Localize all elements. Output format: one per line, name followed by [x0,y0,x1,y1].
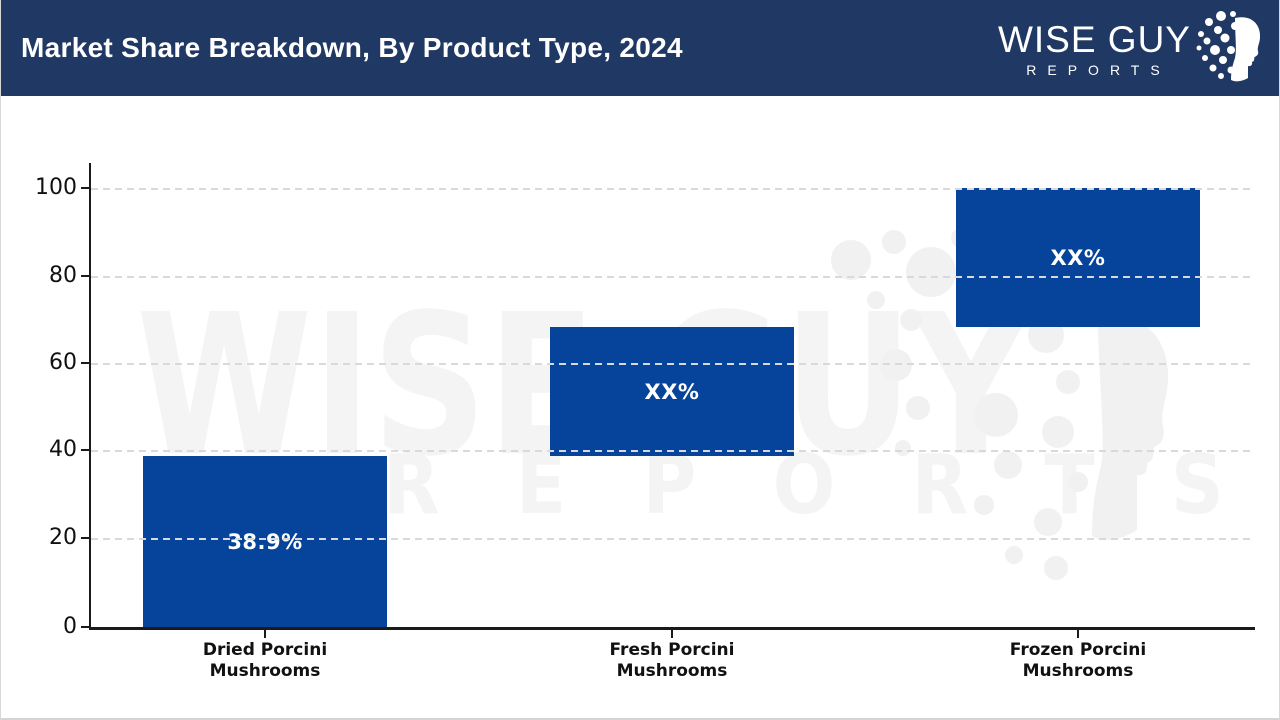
gridline-80 [91,276,1255,278]
x-axis-line [89,627,1255,630]
gridline-20 [91,538,1255,540]
y-tick-60 [81,362,89,364]
x-category-label-frozen-line1: Frozen Porcini [1009,640,1147,660]
gridline-60 [91,363,1255,365]
x-category-label-frozen: Frozen Porcini Mushrooms [928,640,1228,682]
y-tick-label-80: 80 [49,263,77,288]
header-bar: Market Share Breakdown, By Product Type,… [1,0,1279,96]
x-tick-frozen [1077,630,1079,638]
x-category-label-fresh-line2: Mushrooms [616,661,728,681]
bar-dried-porcini: 38.9% [143,456,387,627]
gridline-40 [91,450,1255,452]
x-tick-dried [264,630,266,638]
wiseguy-logo-line2: REPORTS [1026,62,1171,78]
x-tick-fresh [671,630,673,638]
x-category-label-dried-line2: Mushrooms [209,661,321,681]
y-tick-40 [81,449,89,451]
watermark-head-icon [746,200,1186,614]
bar-value-label-frozen: XX% [1050,245,1106,270]
wiseguy-head-icon [1191,8,1263,90]
wiseguy-logo: WISE GUY REPORTS [998,8,1263,90]
bar-fresh-porcini: XX% [550,327,794,456]
y-tick-label-40: 40 [49,437,77,462]
y-tick-label-100: 100 [35,175,77,200]
page-title: Market Share Breakdown, By Product Type,… [21,32,683,63]
x-category-label-dried: Dried Porcini Mushrooms [115,640,415,682]
x-category-label-dried-line1: Dried Porcini [202,640,328,660]
bar-value-label-fresh: XX% [644,379,700,404]
wiseguy-logo-line1: WISE GUY [997,19,1191,60]
x-category-label-fresh-line1: Fresh Porcini [609,640,735,660]
y-tick-80 [81,275,89,277]
x-category-label-frozen-line2: Mushrooms [1022,661,1134,681]
y-tick-20 [81,537,89,539]
wiseguy-logo-text: WISE GUY REPORTS [997,19,1191,79]
bar-value-label-dried: 38.9% [227,529,303,554]
x-category-label-fresh: Fresh Porcini Mushrooms [522,640,822,682]
y-tick-label-60: 60 [49,350,77,375]
bar-frozen-porcini: XX% [956,188,1200,327]
y-tick-label-0: 0 [63,614,77,639]
y-tick-label-20: 20 [49,525,77,550]
y-tick-100 [81,187,89,189]
y-axis-line [89,163,91,630]
y-tick-0 [81,626,89,628]
gridline-100 [91,188,1255,190]
